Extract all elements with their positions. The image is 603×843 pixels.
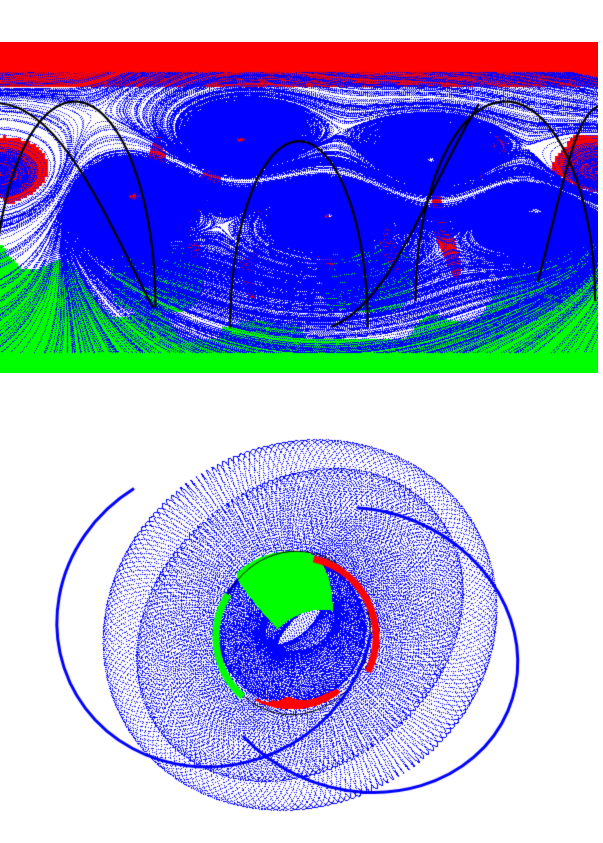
- rectangular-map-panel: [0, 42, 598, 373]
- three-d-flux-surface-panel: [0, 400, 603, 843]
- map-projection-canvas: [0, 42, 598, 373]
- flux-surface-canvas: [0, 400, 603, 843]
